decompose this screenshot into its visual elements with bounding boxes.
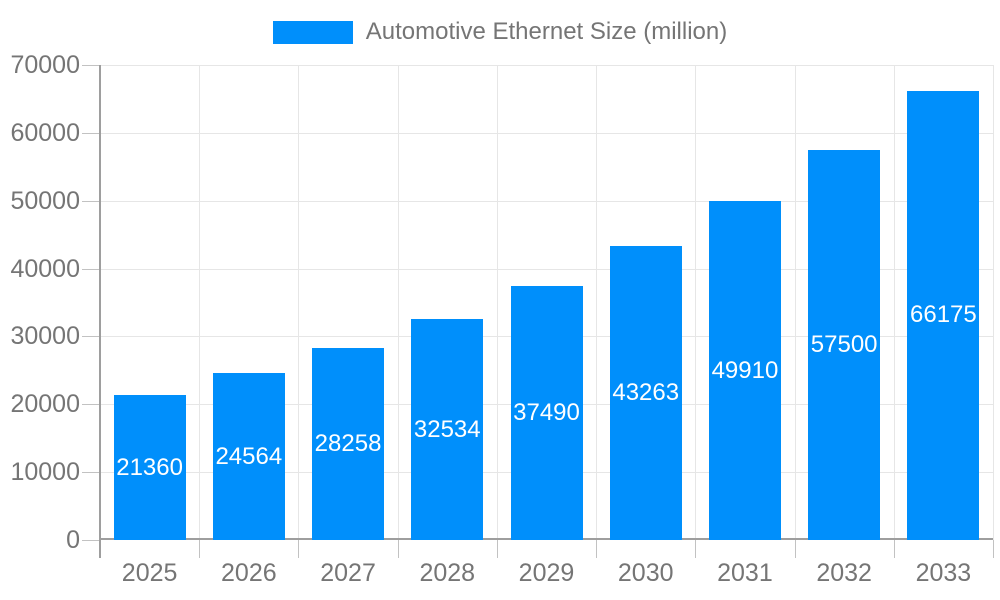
- x-axis-tick-label: 2033: [915, 559, 972, 587]
- y-axis-tick-label: 50000: [10, 186, 80, 215]
- y-axis-tick-label: 70000: [10, 51, 80, 79]
- bar-2033[interactable]: 66175: [907, 90, 980, 540]
- y-axis-tick: [82, 540, 100, 541]
- x-axis-tick: [794, 540, 796, 558]
- x-axis-tick: [397, 540, 399, 558]
- bar-value-label: 32534: [413, 415, 481, 443]
- v-gridline: [993, 65, 994, 540]
- plot-area: 21360 24564 28258 32534 37490 43263 49910 57500…: [82, 65, 994, 558]
- x-axis-tick: [893, 540, 895, 558]
- x-axis-tick-label: 2028: [419, 559, 476, 587]
- bar-value-label: 24564: [215, 442, 283, 470]
- bar-2025[interactable]: 21360: [113, 395, 186, 540]
- x-axis-tick: [596, 540, 598, 558]
- v-gridline: [596, 65, 598, 540]
- v-gridline: [496, 65, 498, 540]
- bar-2032[interactable]: 57500: [808, 149, 881, 540]
- y-axis-tick: [82, 200, 100, 202]
- v-gridline: [695, 65, 697, 540]
- legend-item[interactable]: Automotive Ethernet Size (million): [272, 17, 728, 47]
- h-gridline: [100, 132, 993, 134]
- y-axis-tick-label: 10000: [10, 458, 80, 487]
- y-axis-tick-label: 30000: [10, 322, 80, 351]
- bar-value-label: 57500: [810, 330, 878, 358]
- h-gridline: [100, 200, 993, 202]
- x-axis-tick: [298, 540, 300, 558]
- y-axis-labels: 0 10000 20000 30000 40000 50000 60000 70000: [0, 51, 80, 554]
- x-axis-tick: [496, 540, 498, 558]
- bar-value-label: 66175: [910, 301, 977, 329]
- x-axis-tick-label: 2031: [717, 559, 773, 587]
- bar-value-label: 28258: [314, 430, 382, 458]
- y-axis-tick: [82, 268, 100, 270]
- legend-color-swatch: [272, 20, 353, 44]
- x-axis-tick-label: 2027: [320, 559, 376, 587]
- x-axis-tick-label: 2029: [518, 559, 575, 587]
- y-axis-tick: [82, 472, 100, 474]
- bar-2029[interactable]: 37490: [510, 285, 583, 540]
- v-gridline: [397, 65, 399, 540]
- y-axis-tick: [82, 404, 100, 406]
- v-gridline: [298, 65, 300, 540]
- legend-label: Automotive Ethernet Size (million): [365, 18, 728, 45]
- x-axis-tick-label: 2032: [816, 559, 872, 587]
- v-gridline: [794, 65, 796, 540]
- y-axis-tick: [82, 65, 100, 66]
- x-axis-tick-label: 2030: [617, 559, 674, 587]
- v-gridline: [893, 65, 895, 540]
- h-gridline: [100, 65, 993, 66]
- x-axis-tick: [993, 540, 994, 558]
- x-axis-tick: [199, 540, 201, 558]
- x-axis-tick-label: 2026: [221, 559, 277, 587]
- y-axis-line: [99, 65, 101, 558]
- h-gridline: [100, 268, 993, 270]
- bar-2027[interactable]: 28258: [312, 348, 385, 540]
- bar-2030[interactable]: 43263: [609, 246, 682, 540]
- bar-2031[interactable]: 49910: [708, 201, 781, 540]
- bar-2028[interactable]: 32534: [411, 319, 484, 540]
- y-axis-tick-label: 20000: [10, 390, 80, 419]
- bar-value-label: 49910: [711, 356, 779, 384]
- v-gridline: [199, 65, 201, 540]
- legend: Automotive Ethernet Size (million): [0, 17, 1000, 47]
- bar-value-label: 43263: [612, 379, 680, 407]
- bar-value-label: 37490: [513, 398, 580, 426]
- x-axis-tick-label: 2025: [121, 559, 178, 587]
- x-axis-tick: [695, 540, 697, 558]
- x-axis-labels: 2025 2026 2027 2028 2029 2030 2031 2032 2033: [100, 558, 993, 590]
- bar-value-label: 21360: [116, 453, 183, 481]
- y-axis-tick-label: 0: [66, 526, 80, 554]
- y-axis-tick: [82, 336, 100, 338]
- bar-2026[interactable]: 24564: [212, 373, 285, 540]
- y-axis-tick: [82, 132, 100, 134]
- y-axis-tick-label: 60000: [10, 118, 80, 147]
- y-axis-tick-label: 40000: [10, 254, 80, 283]
